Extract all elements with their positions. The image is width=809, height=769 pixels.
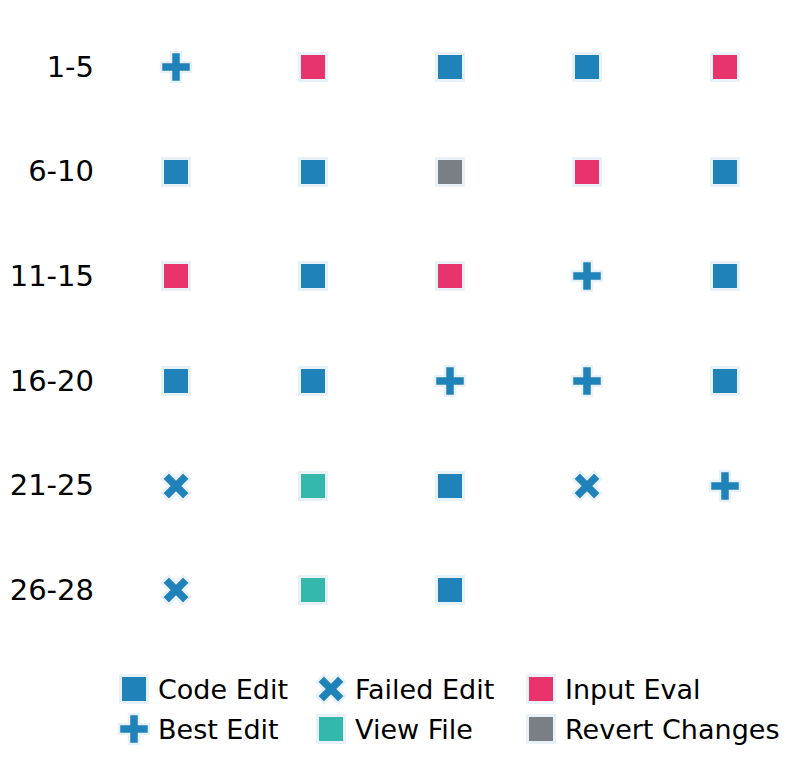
marker-cell xyxy=(519,224,656,329)
marker-cell xyxy=(244,538,381,643)
code-edit-marker xyxy=(432,468,468,504)
marker-cell xyxy=(244,120,381,225)
marker-cell xyxy=(656,538,793,643)
legend-item-code-edit: Code Edit xyxy=(116,671,288,707)
code-edit-marker xyxy=(707,363,743,399)
input-eval-marker xyxy=(569,154,605,190)
chart-row: 26-28 xyxy=(0,538,809,643)
row-label: 1-5 xyxy=(0,53,107,82)
code-edit-marker xyxy=(707,154,743,190)
marker-cell xyxy=(519,120,656,225)
input-eval-marker xyxy=(707,49,743,85)
code-edit-marker xyxy=(707,258,743,294)
legend-label: Best Edit xyxy=(158,716,279,743)
legend-item-revert-changes: Revert Changes xyxy=(523,711,779,747)
failed-edit-marker xyxy=(158,468,194,504)
legend-item-view-file: View File xyxy=(313,711,473,747)
legend-item-failed-edit: Failed Edit xyxy=(313,671,494,707)
marker-cell xyxy=(107,120,244,225)
marker-cell xyxy=(382,433,519,538)
chart-row: 1-5 xyxy=(0,15,809,120)
input-eval-marker xyxy=(432,258,468,294)
failed-edit-marker xyxy=(569,468,605,504)
chart-row: 6-10 xyxy=(0,120,809,225)
row-label: 16-20 xyxy=(0,367,107,396)
legend-item-best-edit: Best Edit xyxy=(116,711,279,747)
view-file-marker xyxy=(295,572,331,608)
marker-cell xyxy=(519,538,656,643)
code-edit-marker xyxy=(295,154,331,190)
code-edit-marker xyxy=(432,572,468,608)
legend-item-input-eval: Input Eval xyxy=(523,671,701,707)
legend-label: View File xyxy=(355,716,473,743)
marker-cell xyxy=(107,224,244,329)
marker-cell xyxy=(519,329,656,434)
marker-cell xyxy=(107,329,244,434)
marker-cell xyxy=(656,329,793,434)
marker-cell xyxy=(382,224,519,329)
code-edit-marker xyxy=(569,49,605,85)
marker-grid-chart: 1-5 6-10 11-15 16-20 21-25 26-28 xyxy=(0,0,809,643)
legend-input-eval-marker xyxy=(523,671,559,707)
row-label: 6-10 xyxy=(0,157,107,186)
marker-cell xyxy=(656,15,793,120)
marker-cell xyxy=(244,224,381,329)
marker-cell xyxy=(244,329,381,434)
chart-row: 21-25 xyxy=(0,433,809,538)
best-edit-marker xyxy=(707,468,743,504)
marker-cell xyxy=(656,433,793,538)
marker-cell xyxy=(656,120,793,225)
marker-cell xyxy=(382,329,519,434)
legend-label: Code Edit xyxy=(158,676,288,703)
legend-label: Failed Edit xyxy=(355,676,494,703)
code-edit-marker xyxy=(158,363,194,399)
best-edit-marker xyxy=(158,49,194,85)
marker-cell xyxy=(382,15,519,120)
best-edit-marker xyxy=(432,363,468,399)
marker-cell xyxy=(244,15,381,120)
view-file-marker xyxy=(295,468,331,504)
marker-cell xyxy=(519,433,656,538)
best-edit-marker xyxy=(569,258,605,294)
code-edit-marker xyxy=(432,49,468,85)
input-eval-marker xyxy=(295,49,331,85)
marker-cell xyxy=(519,15,656,120)
input-eval-marker xyxy=(158,258,194,294)
row-label: 26-28 xyxy=(0,576,107,605)
marker-cell xyxy=(107,433,244,538)
code-edit-marker xyxy=(295,363,331,399)
legend-best-edit-marker xyxy=(116,711,152,747)
marker-cell xyxy=(382,120,519,225)
failed-edit-marker xyxy=(158,572,194,608)
legend-label: Revert Changes xyxy=(565,716,779,743)
code-edit-marker xyxy=(295,258,331,294)
legend-label: Input Eval xyxy=(565,676,701,703)
legend-code-edit-marker xyxy=(116,671,152,707)
marker-cell xyxy=(382,538,519,643)
chart-row: 11-15 xyxy=(0,224,809,329)
code-edit-marker xyxy=(158,154,194,190)
legend-revert-changes-marker xyxy=(523,711,559,747)
legend-view-file-marker xyxy=(313,711,349,747)
best-edit-marker xyxy=(569,363,605,399)
marker-cell xyxy=(244,433,381,538)
revert-changes-marker xyxy=(432,154,468,190)
row-label: 21-25 xyxy=(0,471,107,500)
row-label: 11-15 xyxy=(0,262,107,291)
marker-cell xyxy=(107,15,244,120)
chart-row: 16-20 xyxy=(0,329,809,434)
marker-cell xyxy=(107,538,244,643)
marker-cell xyxy=(656,224,793,329)
legend-failed-edit-marker xyxy=(313,671,349,707)
